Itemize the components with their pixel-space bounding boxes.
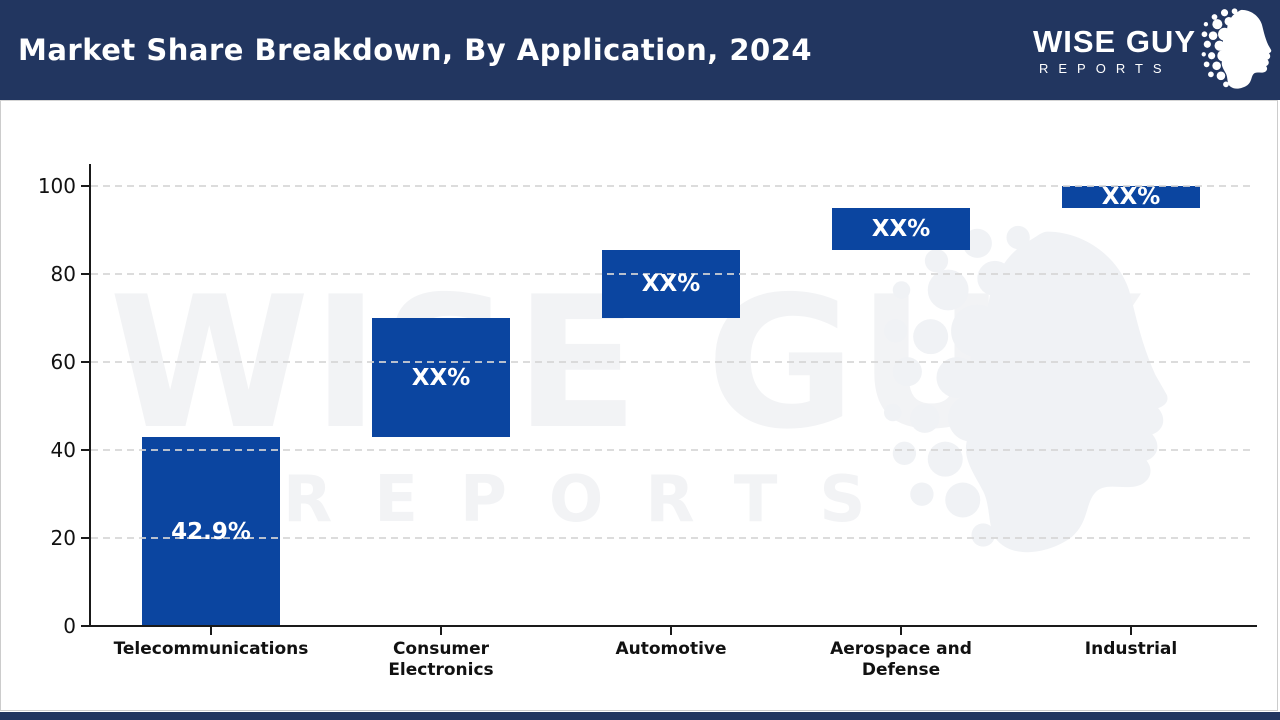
logo-subtitle: REPORTS xyxy=(1038,60,1172,76)
wise-guy-reports-logo: WISE GUY REPORTS xyxy=(1033,5,1272,95)
watermark-text-reports: REPORTS xyxy=(283,463,908,537)
page-title: Market Share Breakdown, By Application, … xyxy=(18,33,813,67)
watermark-head-icon xyxy=(884,225,1168,553)
footer-bar xyxy=(0,712,1280,720)
dotted-head-icon xyxy=(1201,8,1272,89)
header-bar: Market Share Breakdown, By Application, … xyxy=(0,0,1280,100)
logo-text: WISE GUY REPORTS xyxy=(1032,23,1196,76)
logo-wordmark: WISE GUY xyxy=(1032,23,1196,59)
